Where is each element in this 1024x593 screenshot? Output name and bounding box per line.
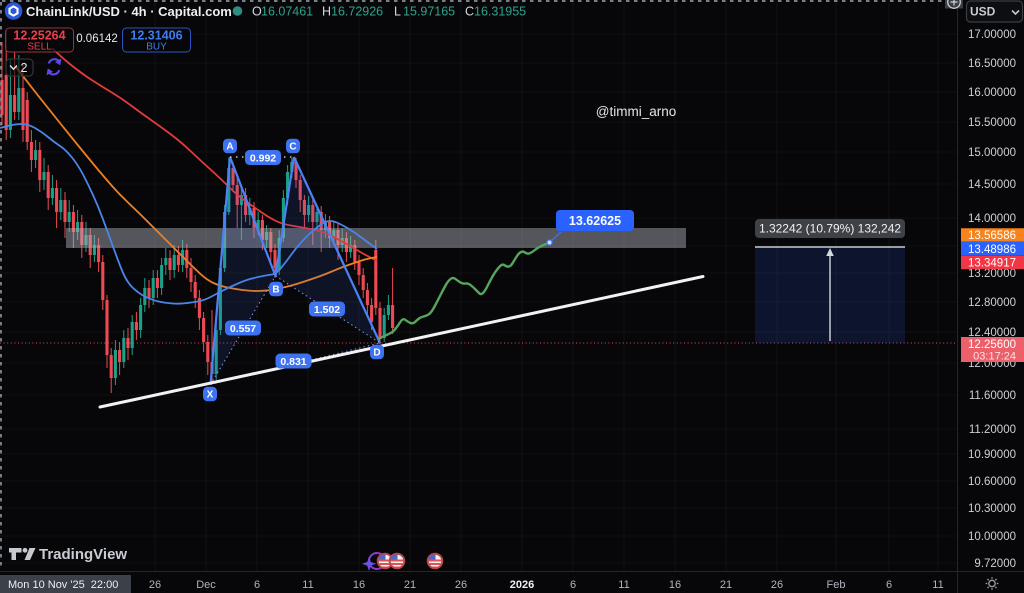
svg-text:13.62625: 13.62625 bbox=[569, 214, 621, 228]
svg-text:13.48986: 13.48986 bbox=[968, 244, 1016, 256]
svg-text:12.31406: 12.31406 bbox=[130, 29, 182, 43]
svg-text:17.00000: 17.00000 bbox=[968, 29, 1016, 41]
svg-text:16.07461: 16.07461 bbox=[261, 5, 313, 19]
svg-text:SELL: SELL bbox=[27, 42, 52, 53]
svg-text:13.34917: 13.34917 bbox=[968, 258, 1016, 270]
svg-text:2026: 2026 bbox=[510, 579, 534, 591]
svg-text:15.97165: 15.97165 bbox=[403, 5, 455, 19]
svg-text:12.25600: 12.25600 bbox=[968, 339, 1016, 351]
svg-text:10.60000: 10.60000 bbox=[968, 476, 1016, 488]
svg-text:16: 16 bbox=[353, 579, 365, 591]
svg-text:14.00000: 14.00000 bbox=[968, 213, 1016, 225]
svg-text:11: 11 bbox=[302, 579, 313, 591]
svg-text:L: L bbox=[394, 5, 401, 19]
svg-text:A: A bbox=[226, 142, 233, 153]
svg-text:16.31955: 16.31955 bbox=[474, 5, 526, 19]
svg-text:1.32242 (10.79%) 132,242: 1.32242 (10.79%) 132,242 bbox=[759, 222, 901, 236]
svg-text:0.992: 0.992 bbox=[250, 152, 276, 164]
svg-text:Feb: Feb bbox=[827, 579, 846, 591]
svg-text:26: 26 bbox=[771, 579, 783, 591]
svg-text:0.557: 0.557 bbox=[230, 323, 256, 335]
svg-text:Dec: Dec bbox=[196, 579, 216, 591]
svg-text:12.25264: 12.25264 bbox=[13, 29, 65, 43]
svg-text:6: 6 bbox=[254, 579, 260, 591]
svg-text:13.56586: 13.56586 bbox=[968, 230, 1016, 242]
svg-text:10.00000: 10.00000 bbox=[968, 531, 1016, 543]
svg-text:10.90000: 10.90000 bbox=[968, 449, 1016, 461]
svg-text:26: 26 bbox=[149, 579, 161, 591]
svg-text:B: B bbox=[272, 285, 279, 296]
svg-text:11: 11 bbox=[932, 579, 943, 591]
svg-text:9.72000: 9.72000 bbox=[974, 558, 1016, 570]
svg-text:10.30000: 10.30000 bbox=[968, 503, 1016, 515]
svg-text:11: 11 bbox=[618, 579, 629, 591]
svg-text:15.50000: 15.50000 bbox=[968, 117, 1016, 129]
svg-text:12.80000: 12.80000 bbox=[968, 297, 1016, 309]
svg-text:15.00000: 15.00000 bbox=[968, 147, 1016, 159]
svg-text:21: 21 bbox=[404, 579, 416, 591]
svg-text:21: 21 bbox=[720, 579, 732, 591]
svg-text:ChainLink/USD · 4h · Capital.c: ChainLink/USD · 4h · Capital.com bbox=[26, 4, 232, 19]
svg-text:12.40000: 12.40000 bbox=[968, 327, 1016, 339]
svg-text:C: C bbox=[465, 5, 474, 19]
svg-text:13.20000: 13.20000 bbox=[968, 268, 1016, 280]
svg-text:D: D bbox=[373, 348, 380, 359]
svg-text:26: 26 bbox=[455, 579, 467, 591]
svg-text:O: O bbox=[252, 5, 262, 19]
svg-text:03:17:24: 03:17:24 bbox=[973, 351, 1016, 363]
svg-text:USD: USD bbox=[970, 5, 996, 19]
svg-text:6: 6 bbox=[886, 579, 892, 591]
svg-text:Mon 10 Nov '25 22:00: Mon 10 Nov '25 22:00 bbox=[8, 579, 118, 591]
svg-text:0.831: 0.831 bbox=[280, 356, 306, 368]
svg-text:16.72926: 16.72926 bbox=[331, 5, 383, 19]
svg-text:0.06142: 0.06142 bbox=[76, 33, 118, 45]
svg-text:16.00000: 16.00000 bbox=[968, 87, 1016, 99]
svg-text:TradingView: TradingView bbox=[39, 546, 127, 563]
svg-text:6: 6 bbox=[570, 579, 576, 591]
svg-text:2: 2 bbox=[21, 61, 28, 75]
svg-text:1.502: 1.502 bbox=[314, 304, 340, 316]
svg-text:14.50000: 14.50000 bbox=[968, 179, 1016, 191]
svg-text:11.60000: 11.60000 bbox=[969, 390, 1016, 402]
svg-text:X: X bbox=[207, 390, 214, 401]
svg-text:@timmi_arno: @timmi_arno bbox=[596, 104, 676, 119]
svg-text:16.50000: 16.50000 bbox=[968, 58, 1016, 70]
svg-text:16: 16 bbox=[669, 579, 681, 591]
svg-text:BUY: BUY bbox=[146, 42, 167, 53]
svg-text:H: H bbox=[322, 5, 331, 19]
svg-text:11.20000: 11.20000 bbox=[969, 424, 1016, 436]
svg-text:C: C bbox=[289, 142, 296, 153]
